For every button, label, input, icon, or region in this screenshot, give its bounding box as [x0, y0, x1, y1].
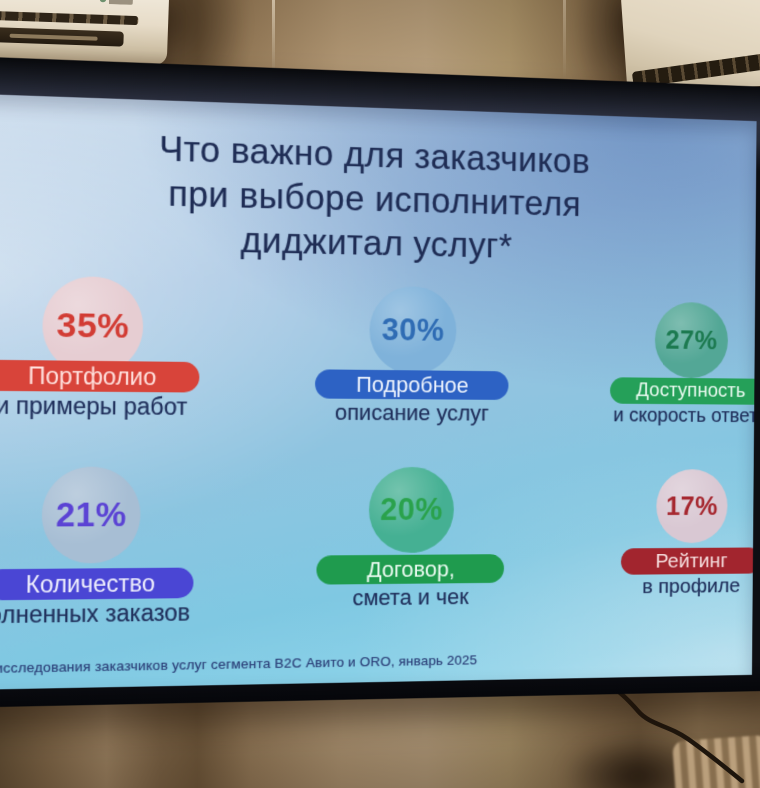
percentage-value: 20%	[379, 491, 443, 528]
stat-contract: 20% Договор, смета и чек	[271, 466, 549, 612]
stat-sublabel: смета и чек	[352, 584, 469, 611]
wall-panel-seam	[563, 0, 566, 90]
wall-panel-seam	[272, 0, 275, 90]
slide-title: Что важно для заказчиков при выборе испо…	[0, 121, 756, 274]
tv-screen: Что важно для заказчиков при выборе испо…	[0, 93, 757, 690]
tv-frame: Что важно для заказчиков при выборе испо…	[0, 55, 760, 709]
stat-sublabel: описание услуг	[334, 399, 489, 426]
stat-label-pill: Договор,	[316, 554, 505, 585]
percentage-value: 35%	[56, 305, 130, 346]
percentage-value: 27%	[665, 324, 718, 355]
percentage-value: 21%	[55, 495, 127, 534]
stat-rating: 17% Рейтинг в профиле	[568, 469, 757, 600]
stat-sublabel: в профиле	[642, 574, 741, 598]
stat-sublabel: выполненных заказов	[0, 599, 191, 629]
percentage-circle: 17%	[656, 469, 728, 544]
air-conditioner-left	[0, 0, 170, 66]
air-conditioner-logo	[98, 0, 134, 5]
stat-sublabel: и примеры работ	[0, 391, 188, 420]
stat-label-pill: Количество	[0, 567, 194, 601]
stat-label-pill: Портфолио	[0, 359, 200, 393]
stat-description: 30% Подробное описание услуг	[272, 284, 549, 427]
stat-label-pill: Доступность	[609, 377, 757, 405]
air-conditioner-vent	[0, 10, 139, 26]
stat-portfolio: 35% Портфолио и примеры работ	[0, 274, 238, 421]
percentage-value: 17%	[665, 491, 719, 521]
percentage-circle: 21%	[41, 466, 141, 564]
stat-label-pill: Подробное	[314, 369, 509, 400]
stat-sublabel: и скорость ответа	[613, 404, 757, 427]
percentage-circle: 20%	[368, 466, 455, 554]
percentage-circle: 30%	[369, 285, 457, 375]
slide-footnote: исследования заказчиков услуг сегмента B…	[0, 652, 478, 676]
stat-label-pill: Рейтинг	[620, 547, 757, 575]
stat-orders-count: 21% Количество выполненных заказов	[0, 466, 236, 631]
percentage-circle: 27%	[654, 301, 729, 379]
air-conditioner-right	[620, 0, 760, 96]
stat-availability: 27% Доступность и скорость ответа	[568, 300, 757, 428]
percentage-value: 30%	[381, 312, 445, 348]
